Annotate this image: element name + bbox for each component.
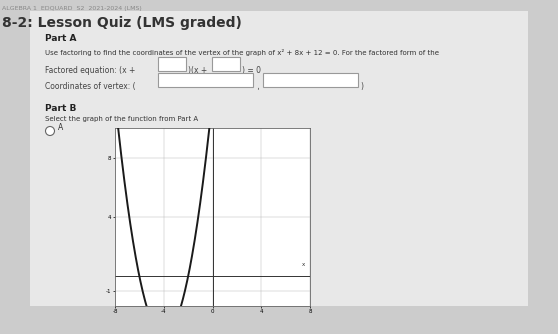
Text: ): ) — [360, 82, 363, 91]
FancyBboxPatch shape — [212, 57, 240, 71]
FancyBboxPatch shape — [30, 11, 528, 306]
Text: ALGEBRA 1  EDQUARD  S2  2021-2024 (LMS): ALGEBRA 1 EDQUARD S2 2021-2024 (LMS) — [2, 6, 142, 11]
Text: Select the graph of the function from Part A: Select the graph of the function from Pa… — [45, 116, 198, 122]
Text: Factored equation: (x +: Factored equation: (x + — [45, 66, 136, 75]
Text: ) = 0: ) = 0 — [242, 66, 261, 75]
Text: Use factoring to find the coordinates of the vertex of the graph of x² + 8x + 12: Use factoring to find the coordinates of… — [45, 49, 439, 56]
FancyBboxPatch shape — [263, 73, 358, 87]
Text: )(x +: )(x + — [188, 66, 207, 75]
Text: Coordinates of vertex: (: Coordinates of vertex: ( — [45, 82, 136, 91]
Text: A: A — [58, 123, 63, 132]
Text: Part A: Part A — [45, 34, 76, 43]
Text: x: x — [302, 262, 306, 267]
Text: Part B: Part B — [45, 104, 76, 113]
FancyBboxPatch shape — [158, 73, 253, 87]
Text: 8-2: Lesson Quiz (LMS graded): 8-2: Lesson Quiz (LMS graded) — [2, 16, 242, 30]
FancyBboxPatch shape — [158, 57, 186, 71]
Text: ,: , — [255, 82, 260, 91]
Circle shape — [46, 127, 55, 136]
